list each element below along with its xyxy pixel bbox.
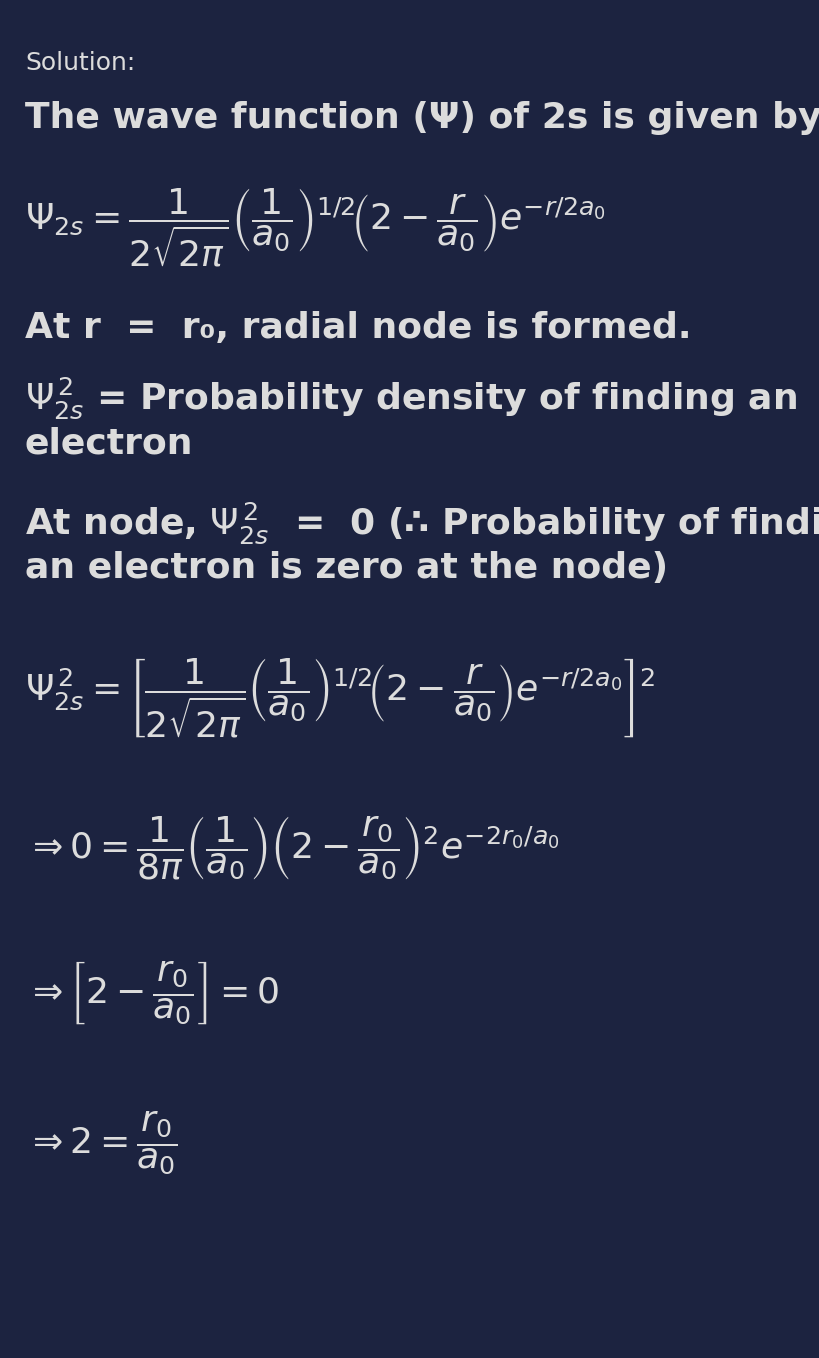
Text: The wave function (Ψ) of 2s is given by,: The wave function (Ψ) of 2s is given by, [25, 100, 819, 134]
Text: $\Psi_{2s} = \dfrac{1}{2\sqrt{2\pi}}\left(\dfrac{1}{a_0}\right)^{1/2}\!\left(2 -: $\Psi_{2s} = \dfrac{1}{2\sqrt{2\pi}}\lef… [25, 186, 605, 269]
Text: $\Psi_{2s}^{\,2} = \left[\dfrac{1}{2\sqrt{2\pi}}\left(\dfrac{1}{a_0}\right)^{1/2: $\Psi_{2s}^{\,2} = \left[\dfrac{1}{2\sqr… [25, 656, 654, 740]
Text: At node, $\Psi_{2s}^{\,2}$  =  0 (∴ Probability of finding: At node, $\Psi_{2s}^{\,2}$ = 0 (∴ Probab… [25, 500, 819, 546]
Text: $\Rightarrow 0 = \dfrac{1}{8\pi}\left(\dfrac{1}{a_0}\right)\left(2 - \dfrac{r_0}: $\Rightarrow 0 = \dfrac{1}{8\pi}\left(\d… [25, 813, 559, 881]
Text: Solution:: Solution: [25, 52, 135, 75]
Text: $\Rightarrow \left[2 - \dfrac{r_0}{a_0}\right] = 0$: $\Rightarrow \left[2 - \dfrac{r_0}{a_0}\… [25, 959, 278, 1027]
Text: $\Psi_{2s}^{\,2}$ = Probability density of finding an: $\Psi_{2s}^{\,2}$ = Probability density … [25, 375, 796, 421]
Text: electron: electron [25, 426, 193, 460]
Text: an electron is zero at the node): an electron is zero at the node) [25, 551, 667, 585]
Text: At r  =  r₀, radial node is formed.: At r = r₀, radial node is formed. [25, 311, 690, 345]
Text: $\Rightarrow 2 = \dfrac{r_0}{a_0}$: $\Rightarrow 2 = \dfrac{r_0}{a_0}$ [25, 1109, 178, 1176]
